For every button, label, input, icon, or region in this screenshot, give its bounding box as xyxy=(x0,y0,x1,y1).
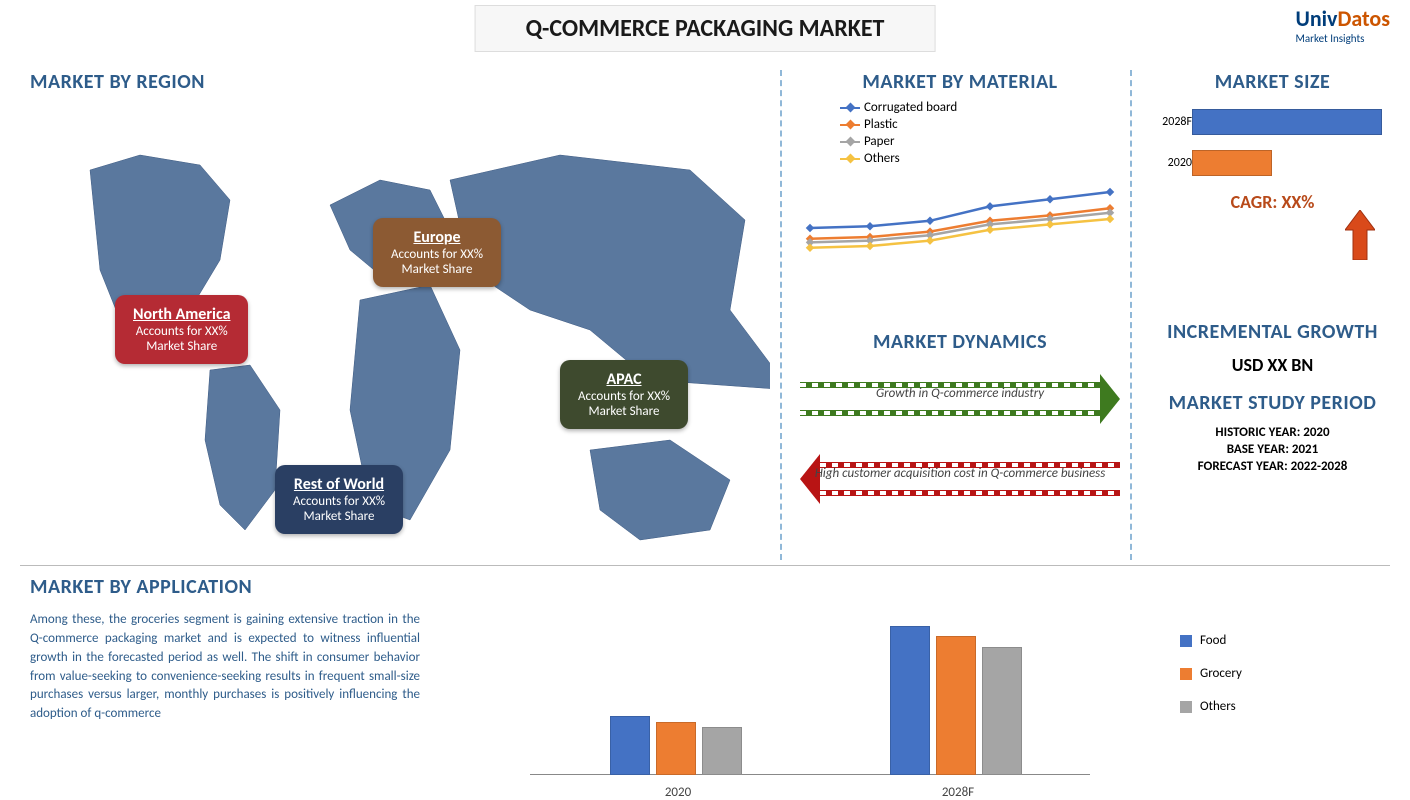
x-axis-label: 2020 xyxy=(608,785,748,800)
legend-item: Food xyxy=(1180,633,1242,648)
study-period-line: HISTORIC YEAR: 2020 xyxy=(1150,425,1395,440)
application-bar-chart: 2020 2028F xyxy=(530,600,1090,800)
study-period-line: FORECAST YEAR: 2022-2028 xyxy=(1150,459,1395,474)
restraint-text: High customer acquisition cost in Q-comm… xyxy=(800,466,1120,481)
dynamics-heading: MARKET DYNAMICS xyxy=(800,330,1120,354)
bar xyxy=(890,626,930,775)
logo-part2: Datos xyxy=(1337,5,1390,32)
period-heading: MARKET STUDY PERIOD xyxy=(1150,391,1395,415)
legend-item: Grocery xyxy=(1180,666,1242,681)
region-heading: MARKET BY REGION xyxy=(30,70,770,94)
bar-group xyxy=(610,716,742,775)
logo-subtitle: Market Insights xyxy=(1295,32,1390,45)
application-heading: MARKET BY APPLICATION xyxy=(30,575,1380,599)
material-line-chart xyxy=(800,173,1120,283)
legend-item: Corrugated board xyxy=(840,100,1120,115)
legend-item: Others xyxy=(1180,699,1242,714)
legend-item: Others xyxy=(840,151,1120,166)
market-size-section: MARKET SIZE 2028F2020 CAGR: XX% xyxy=(1150,70,1395,213)
bar-group xyxy=(890,626,1022,775)
bar xyxy=(982,647,1022,775)
driver-arrow-bar: Growth in Q-commerce industry xyxy=(800,374,1120,424)
driver-text: Growth in Q-commerce industry xyxy=(800,386,1120,401)
region-badge-north-america: North AmericaAccounts for XX% Market Sha… xyxy=(115,295,248,364)
size-heading: MARKET SIZE xyxy=(1150,70,1395,94)
size-bar-row: 2020 xyxy=(1150,150,1395,176)
legend-item: Plastic xyxy=(840,117,1120,132)
material-heading: MARKET BY MATERIAL xyxy=(800,70,1120,94)
application-paragraph: Among these, the groceries segment is ga… xyxy=(30,611,420,724)
application-legend: Food Grocery Others xyxy=(1180,615,1242,732)
vertical-divider xyxy=(780,70,782,560)
page-title: Q-COMMERCE PACKAGING MARKET xyxy=(475,5,936,52)
region-badge-rest-of-world: Rest of WorldAccounts for XX% Market Sha… xyxy=(275,465,403,534)
study-period-line: BASE YEAR: 2021 xyxy=(1150,442,1395,457)
bar xyxy=(610,716,650,775)
market-by-material-section: MARKET BY MATERIAL Corrugated board Plast… xyxy=(800,70,1120,288)
market-by-region-section: MARKET BY REGION North AmericaAccounts f… xyxy=(30,70,770,560)
restraint-arrow-bar: High customer acquisition cost in Q-comm… xyxy=(800,454,1120,504)
bar xyxy=(656,722,696,775)
market-by-application-section: MARKET BY APPLICATION Among these, the g… xyxy=(30,575,1380,724)
market-dynamics-section: MARKET DYNAMICS Growth in Q-commerce ind… xyxy=(800,330,1120,504)
bar xyxy=(936,636,976,775)
brand-logo: UnivDatos Market Insights xyxy=(1295,5,1390,45)
x-axis-label: 2028F xyxy=(888,785,1028,800)
incremental-growth-section: INCREMENTAL GROWTH USD XX BN MARKET STUD… xyxy=(1150,320,1395,476)
horizontal-divider xyxy=(20,565,1390,566)
growth-value: USD XX BN xyxy=(1150,354,1395,376)
region-badge-apac: APACAccounts for XX% Market Share xyxy=(560,360,688,429)
vertical-divider xyxy=(1130,70,1132,560)
logo-part1: Univ xyxy=(1295,5,1337,32)
region-badge-europe: EuropeAccounts for XX% Market Share xyxy=(373,218,501,287)
up-arrow-icon xyxy=(1345,210,1375,260)
size-bar-row: 2028F xyxy=(1150,109,1395,135)
bar xyxy=(702,727,742,775)
legend-item: Paper xyxy=(840,134,1120,149)
growth-heading: INCREMENTAL GROWTH xyxy=(1150,320,1395,344)
